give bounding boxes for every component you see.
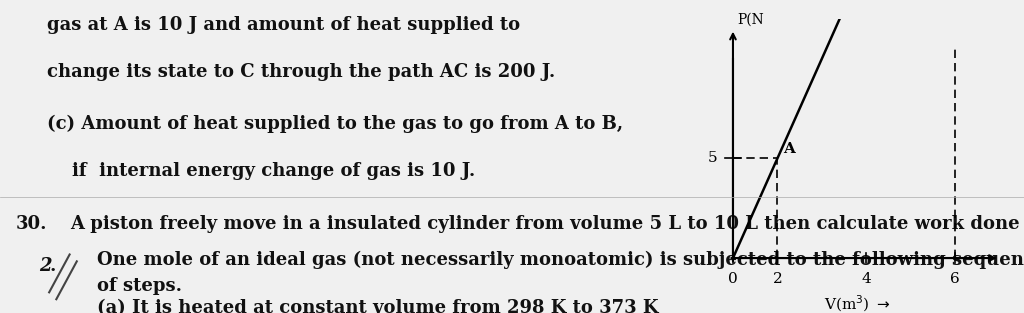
Text: of steps.: of steps. — [97, 277, 182, 295]
Text: 4: 4 — [861, 272, 871, 286]
Text: gas at A is 10 J and amount of heat supplied to: gas at A is 10 J and amount of heat supp… — [47, 16, 520, 34]
Text: One mole of an ideal gas (not necessarily monoatomic) is subjected to the follow: One mole of an ideal gas (not necessaril… — [97, 251, 1024, 269]
Text: 0: 0 — [728, 272, 738, 286]
Text: 2: 2 — [772, 272, 782, 286]
Text: A: A — [782, 142, 795, 156]
Text: P(N: P(N — [737, 13, 764, 27]
Text: A piston freely move in a insulated cylinder from volume 5 L to 10 L then calcul: A piston freely move in a insulated cyli… — [70, 215, 1019, 233]
Text: V(m$^3$) $\rightarrow$: V(m$^3$) $\rightarrow$ — [824, 294, 891, 313]
Text: 5: 5 — [708, 151, 718, 165]
Text: (c) Amount of heat supplied to the gas to go from A to B,: (c) Amount of heat supplied to the gas t… — [47, 114, 623, 133]
Text: 2: 2 — [39, 257, 51, 275]
Text: change its state to C through the path AC is 200 J.: change its state to C through the path A… — [47, 63, 555, 81]
Text: (a) It is heated at constant volume from 298 K to 373 K: (a) It is heated at constant volume from… — [97, 299, 658, 313]
Text: .: . — [49, 257, 55, 275]
Text: 6: 6 — [950, 272, 961, 286]
Text: if  internal energy change of gas is 10 J.: if internal energy change of gas is 10 J… — [47, 162, 475, 180]
Text: 30.: 30. — [15, 215, 47, 233]
